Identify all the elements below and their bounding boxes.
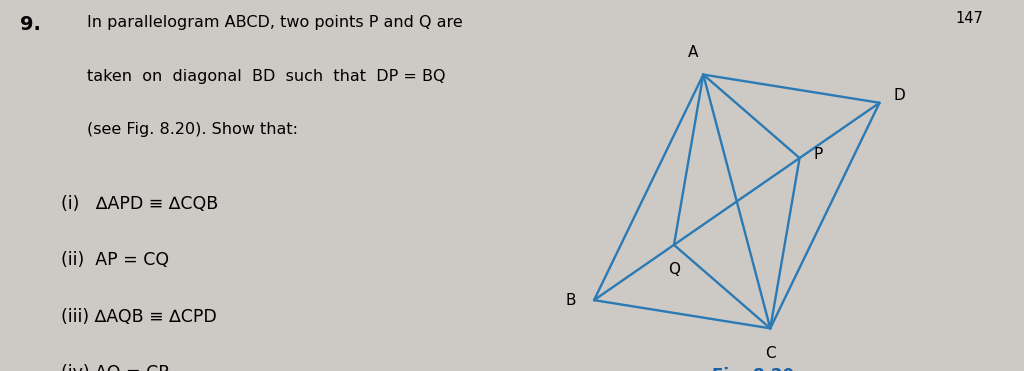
Text: (ii)  AP = CQ: (ii) AP = CQ (61, 251, 170, 269)
Text: Fig. 8.20: Fig. 8.20 (712, 367, 794, 371)
Text: (see Fig. 8.20). Show that:: (see Fig. 8.20). Show that: (87, 122, 298, 137)
Text: (i)   ∆APD ≡ ∆CQB: (i) ∆APD ≡ ∆CQB (61, 195, 219, 213)
Text: 147: 147 (955, 11, 983, 26)
Text: (iv) AQ = CP: (iv) AQ = CP (61, 364, 169, 371)
Text: Q: Q (668, 263, 680, 278)
Text: In parallelogram ABCD, two points P and Q are: In parallelogram ABCD, two points P and … (87, 15, 463, 30)
Text: C: C (765, 346, 775, 361)
Text: taken  on  diagonal  BD  such  that  DP = BQ: taken on diagonal BD such that DP = BQ (87, 69, 445, 83)
Text: (iii) ∆AQB ≡ ∆CPD: (iii) ∆AQB ≡ ∆CPD (61, 308, 217, 326)
Text: B: B (566, 293, 577, 308)
Text: P: P (814, 147, 823, 162)
Text: 9.: 9. (20, 15, 41, 34)
Text: D: D (894, 88, 905, 103)
Text: A: A (687, 46, 698, 60)
